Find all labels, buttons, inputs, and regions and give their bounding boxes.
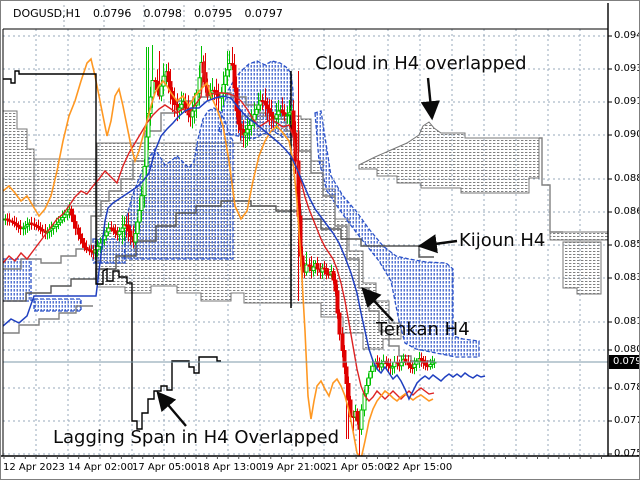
- symbol-timeframe-label: DOGUSD,H1: [13, 7, 81, 20]
- price-axis-label: 0.0835: [614, 272, 639, 283]
- time-axis-label: 12 Apr 2023: [3, 462, 65, 473]
- time-axis-label: 22 Apr 15:00: [387, 462, 453, 473]
- quote-low: 0.0795: [193, 7, 233, 20]
- current-price-badge: 0.0797: [609, 355, 639, 369]
- price-axis-label: 0.0945: [614, 30, 639, 41]
- time-axis-label: 19 Apr 21:00: [261, 462, 327, 473]
- annotation-cloud-h4[interactable]: Cloud in H4 overlapped: [315, 53, 527, 74]
- tenkan-arrow: [361, 287, 394, 322]
- price-axis-label: 0.0785: [614, 382, 639, 393]
- quote-open: 0.0796: [92, 7, 132, 20]
- price-axis-label: 0.0800: [614, 344, 639, 355]
- annotation-tenkan-h4[interactable]: Tenkan H4: [376, 319, 470, 340]
- price-axis-label: 0.0900: [614, 129, 639, 140]
- annotation-kijun-h4[interactable]: Kijoun H4: [459, 230, 546, 251]
- time-axis-label: 18 Apr 13:00: [197, 462, 263, 473]
- price-axis-label: 0.0755: [614, 448, 639, 459]
- time-axis-label: 14 Apr 02:00: [68, 462, 134, 473]
- price-axis-label: 0.0880: [614, 173, 639, 184]
- price-axis-label: 0.0915: [614, 96, 639, 107]
- price-axis-label: 0.0815: [614, 316, 639, 327]
- annotation-lagging-span-h4[interactable]: Lagging Span in H4 Overlapped: [53, 427, 339, 448]
- time-axis-label: 17 Apr 05:00: [132, 462, 198, 473]
- price-axis-label: 0.0865: [614, 206, 639, 217]
- price-axis-label: 0.0770: [614, 415, 639, 426]
- kijun-arrow: [417, 234, 458, 254]
- quote-close: 0.0797: [244, 7, 283, 20]
- quote-bar: DOGUSD,H1 0.0796 0.0798 0.0795 0.0797: [7, 7, 289, 20]
- price-axis-label: 0.0850: [614, 239, 639, 250]
- time-axis-label: 21 Apr 05:00: [325, 462, 391, 473]
- price-axis-label: 0.0930: [614, 63, 639, 74]
- quote-high: 0.0798: [143, 7, 182, 20]
- cloud-arrow: [420, 77, 440, 121]
- lagging-arrow: [156, 391, 187, 427]
